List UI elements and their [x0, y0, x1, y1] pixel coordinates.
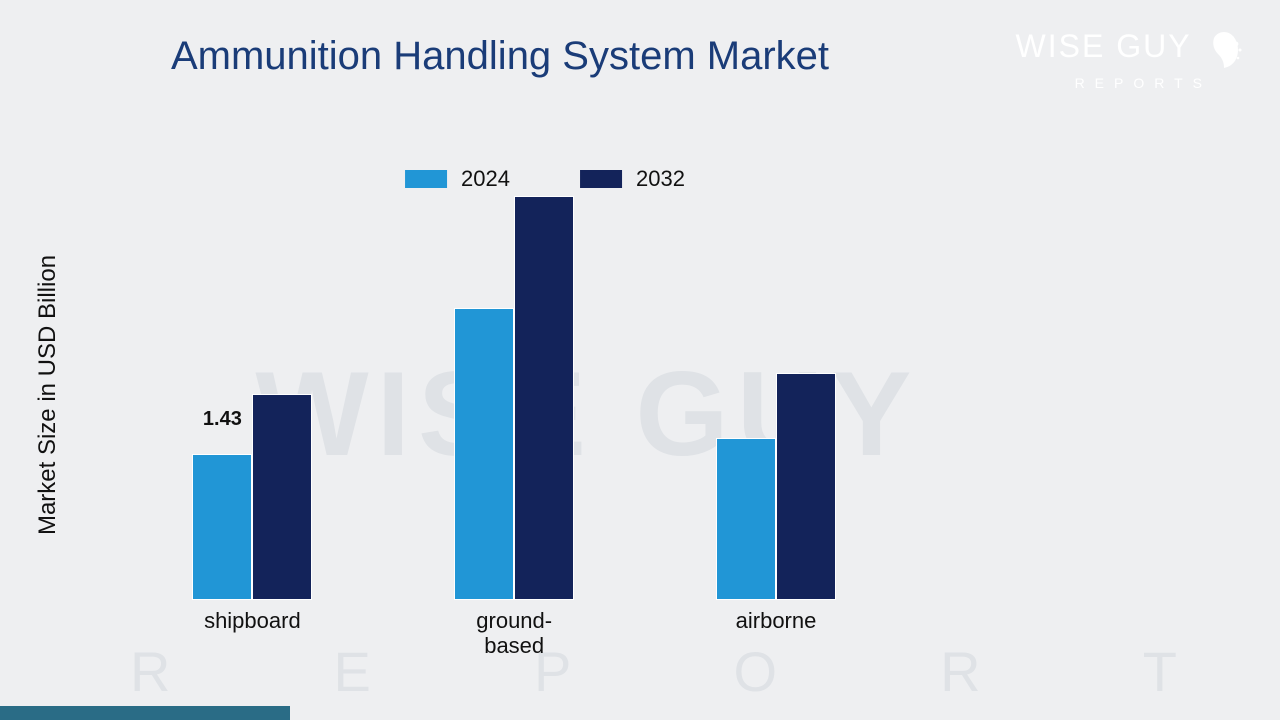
legend-label-2032: 2032: [636, 166, 685, 192]
chart-canvas: WISE GUY REPORTS WISE GUY R E P O R T S …: [0, 0, 1280, 720]
bar-ground-based-2032: [514, 196, 574, 600]
y-axis-label: Market Size in USD Billion: [34, 255, 62, 535]
bar-airborne-2024: [716, 438, 776, 600]
data-label-shipboard: 1.43: [203, 408, 242, 431]
category-label-ground-based: ground- based: [424, 608, 604, 659]
bar-group-ground-based: ground- based: [434, 196, 594, 600]
bar-shipboard-2032: [252, 394, 312, 600]
legend-swatch-2024: [405, 170, 447, 188]
bar-group-airborne: airborne: [696, 373, 856, 600]
legend-swatch-2032: [580, 170, 622, 188]
category-label-airborne: airborne: [686, 608, 866, 633]
brand-logo: WISE GUY REPORTS: [1016, 28, 1246, 91]
legend-label-2024: 2024: [461, 166, 510, 192]
bar-airborne-2032: [776, 373, 836, 600]
category-label-shipboard: shipboard: [162, 608, 342, 633]
chart-frame: Market Size in USD Billion 20242032 1.43…: [70, 130, 950, 660]
bar-ground-based-2024: [454, 308, 514, 600]
logo-head-icon: [1202, 28, 1246, 77]
bar-shipboard-2024: [192, 454, 252, 600]
legend-item-2024: 2024: [405, 166, 510, 192]
legend-item-2032: 2032: [580, 166, 685, 192]
bar-group-shipboard: 1.43shipboard: [172, 394, 332, 600]
logo-sub-text: REPORTS: [1016, 75, 1212, 91]
chart-title: Ammunition Handling System Market: [120, 34, 880, 79]
legend: 2024 2032: [405, 166, 685, 192]
plot-area: 20242032 1.43shipboardground- basedairbo…: [160, 170, 930, 600]
logo-main-text: WISE GUY: [1016, 28, 1192, 64]
bottom-accent-bar: [0, 706, 290, 720]
